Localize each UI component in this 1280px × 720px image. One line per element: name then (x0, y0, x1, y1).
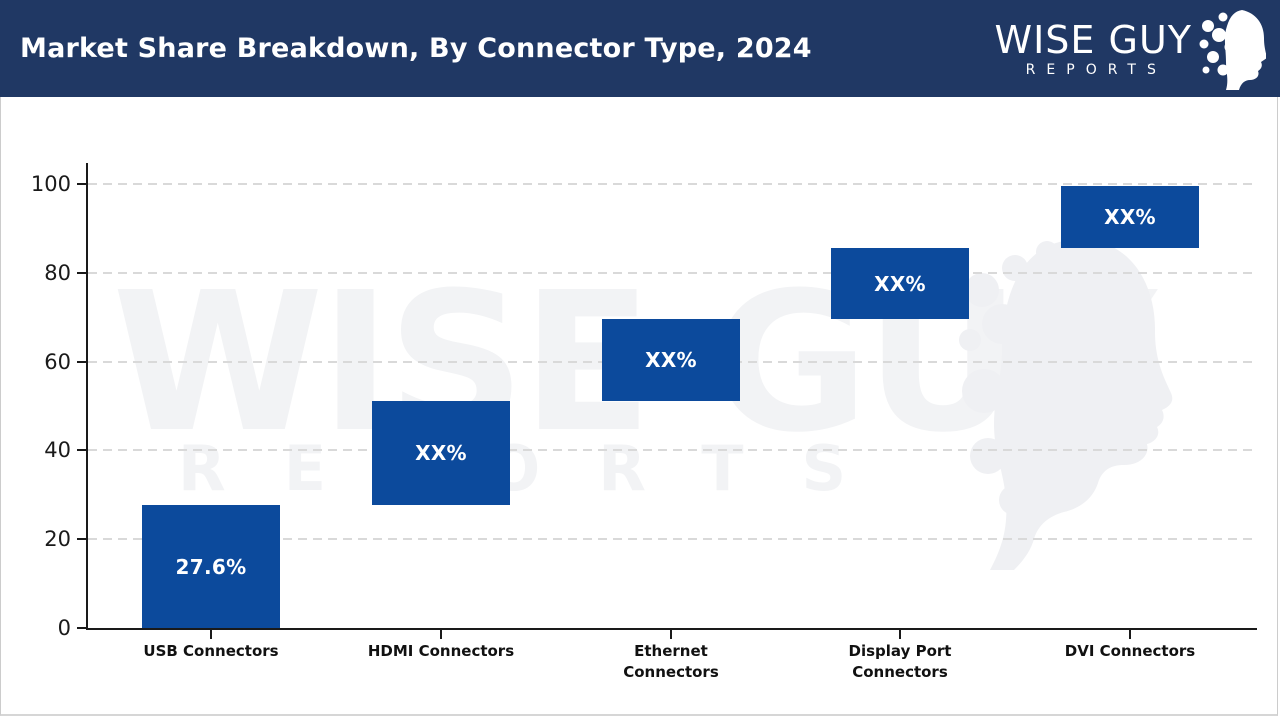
x-tick-mark (899, 630, 901, 639)
y-tick-mark (77, 449, 86, 452)
x-tick-label: Display Port Connectors (848, 642, 952, 681)
x-tick-mark (1129, 630, 1131, 639)
bar-label: XX% (645, 348, 697, 373)
y-tick-mark (77, 360, 86, 363)
x-tick-mark (670, 630, 672, 639)
x-tick-label: Ethernet Connectors (623, 642, 719, 681)
y-tick-mark (77, 271, 86, 274)
wiseguy-logo-wordmark: WISE GUY REPORTS (994, 18, 1192, 78)
y-tick-label: 60 (44, 349, 71, 374)
bar-label: 27.6% (175, 554, 247, 579)
bar: 27.6% (142, 505, 280, 628)
header-bar: Market Share Breakdown, By Connector Typ… (0, 0, 1280, 97)
y-tick-mark (77, 627, 86, 629)
grid-line (88, 183, 1257, 185)
y-tick-label: 100 (30, 172, 71, 196)
bar-label: XX% (415, 441, 467, 466)
bar: XX% (1061, 185, 1199, 248)
wiseguy-logo-head-icon (1199, 10, 1266, 90)
bar-label: XX% (874, 271, 926, 296)
y-tick-mark (77, 183, 86, 185)
wiseguy-logo: WISE GUY REPORTS (995, 8, 1266, 90)
x-axis-line (86, 628, 1257, 630)
bar-label: XX% (1104, 204, 1156, 229)
y-tick-label: 40 (44, 438, 71, 463)
grid-line (88, 271, 1257, 274)
x-tick-mark (440, 630, 442, 639)
y-axis-line (86, 163, 88, 630)
bar: XX% (831, 248, 969, 320)
bar: XX% (602, 319, 740, 401)
x-tick-label: USB Connectors (143, 642, 279, 660)
logo-line1: WISE GUY (994, 18, 1192, 63)
y-tick-mark (77, 538, 86, 541)
y-tick-label: 80 (44, 260, 71, 285)
x-tick-mark (210, 630, 212, 639)
bar: XX% (372, 400, 510, 506)
y-tick-label: 0 (57, 616, 71, 640)
x-tick-label: HDMI Connectors (367, 642, 515, 660)
grid-line (88, 449, 1257, 452)
y-tick-label: 20 (44, 527, 71, 552)
x-tick-label: DVI Connectors (1064, 642, 1196, 660)
page-title: Market Share Breakdown, By Connector Typ… (20, 33, 812, 64)
logo-line2: REPORTS (1025, 61, 1167, 78)
grid-line (88, 538, 1257, 541)
